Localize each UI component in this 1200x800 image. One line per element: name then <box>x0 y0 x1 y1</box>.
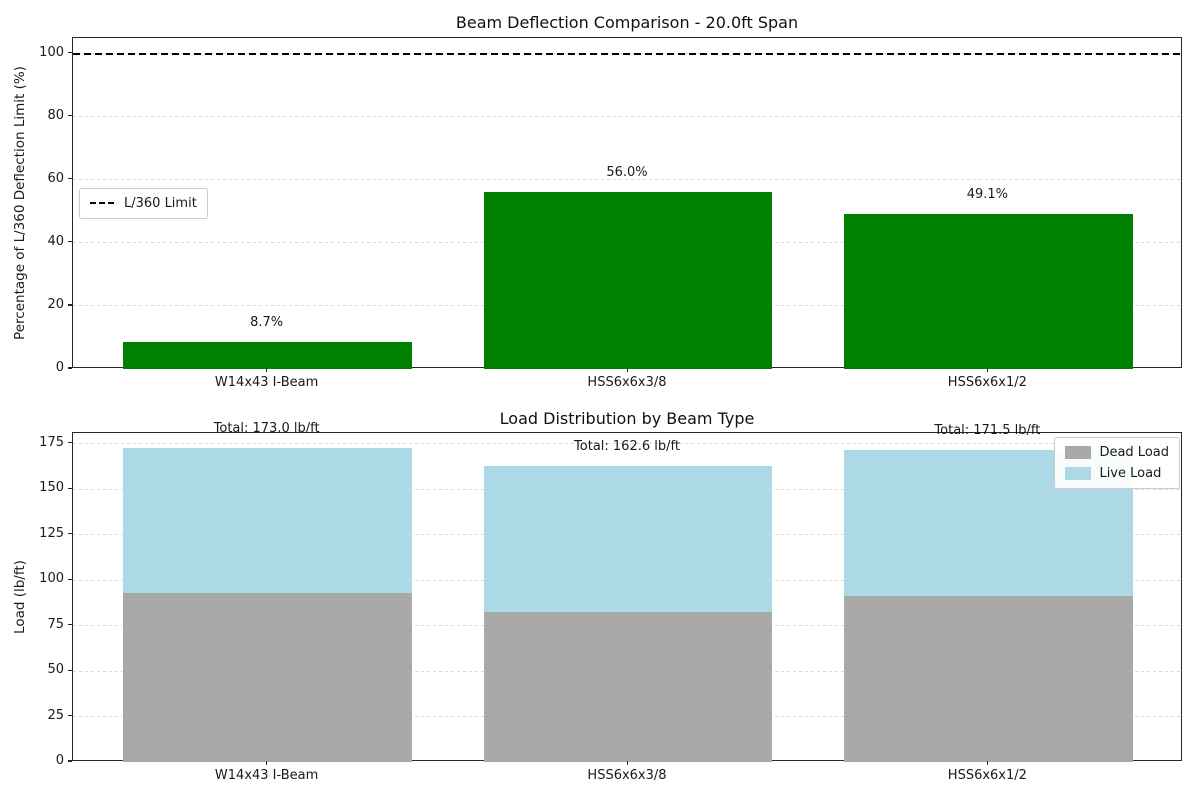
gridline <box>73 443 1181 445</box>
y-tick-mark <box>68 52 72 54</box>
x-tick-mark <box>626 368 628 372</box>
x-tick-label: HSS6x6x3/8 <box>587 375 667 390</box>
bar-value-label: Total: 173.0 lb/ft <box>213 420 320 436</box>
load-y-axis-label: Load (lb/ft) <box>12 559 28 634</box>
color-swatch-icon <box>1065 446 1092 459</box>
x-tick-mark <box>266 761 268 765</box>
y-tick-mark <box>68 624 72 626</box>
color-swatch-icon <box>1065 467 1092 480</box>
bar-segment <box>844 214 1133 369</box>
y-tick-mark <box>68 487 72 489</box>
x-tick-label: W14x43 I-Beam <box>214 768 319 783</box>
y-tick-label: 25 <box>47 707 64 723</box>
y-tick-mark <box>68 533 72 535</box>
y-tick-label: 75 <box>47 616 64 632</box>
x-tick-label: W14x43 I-Beam <box>214 375 319 390</box>
load-chart-title: Load Distribution by Beam Type <box>499 409 755 428</box>
y-tick-label: 175 <box>39 434 64 450</box>
bar-segment <box>844 595 1133 762</box>
y-tick-mark <box>68 669 72 671</box>
y-tick-mark <box>68 578 72 580</box>
y-tick-mark <box>68 760 72 762</box>
deflection-legend: L/360 Limit <box>79 187 208 219</box>
bar-segment <box>123 592 412 762</box>
x-tick-label: HSS6x6x1/2 <box>947 768 1027 783</box>
legend-entry: Live Load <box>1065 466 1169 481</box>
y-tick-label: 100 <box>39 44 64 60</box>
y-tick-label: 100 <box>39 571 64 587</box>
bar-segment <box>483 192 773 369</box>
y-tick-label: 50 <box>47 662 64 678</box>
bar-value-label: 49.1% <box>966 187 1009 203</box>
legend-entry: L/360 Limit <box>90 196 197 211</box>
y-tick-mark <box>68 367 72 369</box>
legend-entry: Dead Load <box>1065 445 1169 460</box>
legend-label: Dead Load <box>1099 445 1169 460</box>
deflection-chart-title: Beam Deflection Comparison - 20.0ft Span <box>455 13 799 32</box>
y-tick-mark <box>68 178 72 180</box>
y-tick-label: 40 <box>47 233 64 249</box>
y-tick-mark <box>68 115 72 117</box>
y-tick-mark <box>68 241 72 243</box>
x-tick-mark <box>986 368 989 372</box>
x-tick-mark <box>986 761 989 765</box>
limit-line <box>73 52 1181 55</box>
y-tick-label: 0 <box>55 360 64 375</box>
deflection-plot-area <box>72 37 1182 369</box>
bar-segment <box>483 466 773 612</box>
gridline <box>73 116 1181 118</box>
y-tick-label: 20 <box>47 296 64 312</box>
y-tick-mark <box>68 304 72 306</box>
bar-value-label: Total: 162.6 lb/ft <box>574 439 680 455</box>
y-tick-mark <box>68 714 72 717</box>
x-tick-label: HSS6x6x3/8 <box>587 768 667 783</box>
load-legend: Dead Load Live Load <box>1054 437 1180 489</box>
y-tick-label: 60 <box>47 170 64 186</box>
load-plot-area <box>72 432 1182 762</box>
gridline <box>73 179 1181 181</box>
x-tick-label: HSS6x6x1/2 <box>947 375 1027 390</box>
x-tick-mark <box>626 761 628 765</box>
y-tick-label: 150 <box>39 480 64 496</box>
y-tick-label: 0 <box>55 753 64 768</box>
bar-value-label: 8.7% <box>250 314 284 330</box>
bar-segment <box>123 341 412 369</box>
y-tick-mark <box>68 442 72 444</box>
legend-label: Live Load <box>1099 466 1162 481</box>
bar-segment <box>483 611 773 762</box>
y-tick-label: 80 <box>47 107 64 123</box>
y-tick-label: 125 <box>39 525 64 541</box>
bar-value-label: Total: 171.5 lb/ft <box>934 423 1041 439</box>
bar-value-label: 56.0% <box>606 165 648 181</box>
dashed-line-swatch-icon <box>90 202 116 204</box>
legend-label: L/360 Limit <box>124 195 197 211</box>
x-tick-mark <box>266 368 268 372</box>
bar-segment <box>123 447 412 593</box>
